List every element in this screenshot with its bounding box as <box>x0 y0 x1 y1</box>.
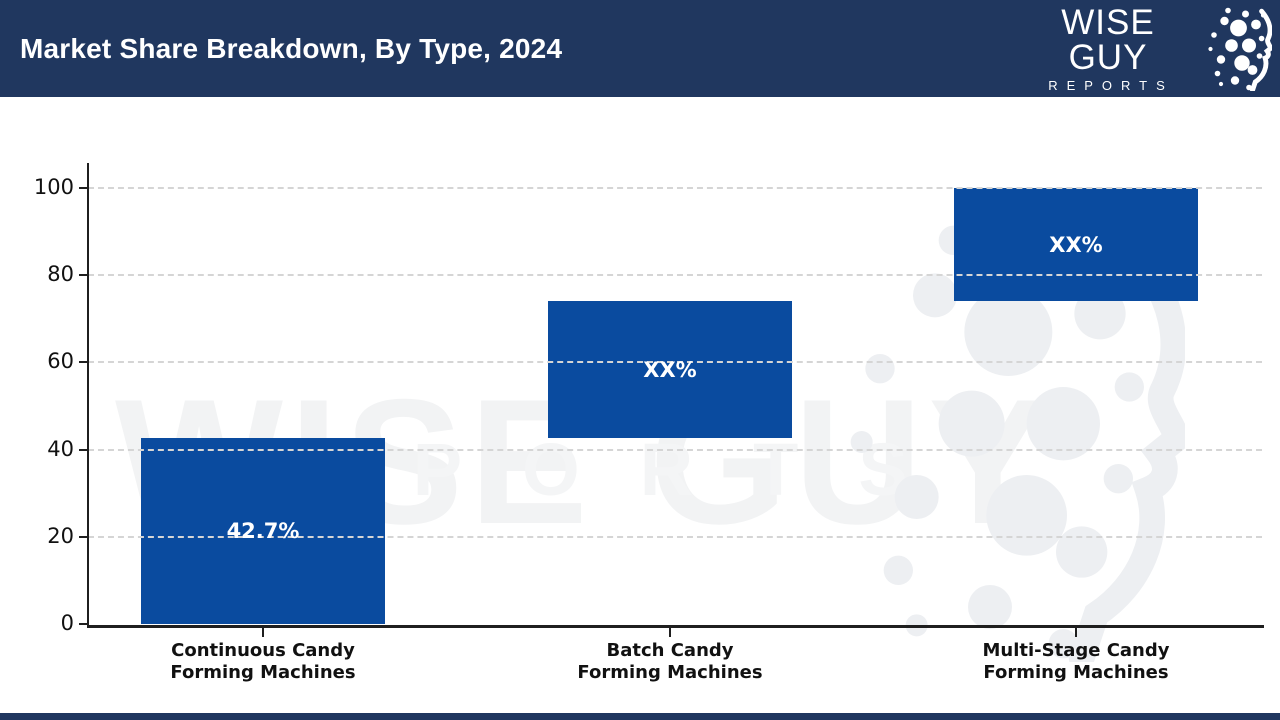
watermark-face-icon <box>850 225 1185 662</box>
gridline <box>88 361 1262 364</box>
y-tick-label: 80 <box>47 262 74 287</box>
x-category-label: Continuous Candy Forming Machines <box>170 640 356 683</box>
y-tick-mark <box>79 623 88 625</box>
y-tick-label: 20 <box>47 523 74 548</box>
gridline <box>88 535 1262 538</box>
bar-value-label: 42.7% <box>226 518 300 543</box>
brand-logo: WISE GUY REPORTS <box>1022 4 1272 94</box>
brand-logo-text: WISE GUY REPORTS <box>1022 5 1194 93</box>
y-tick-mark <box>79 448 88 451</box>
bar-value-label: XX% <box>1049 232 1103 257</box>
page-title: Market Share Breakdown, By Type, 2024 <box>20 32 563 64</box>
bar-segment <box>954 188 1198 302</box>
y-tick-label: 60 <box>47 349 74 374</box>
x-category-label: Batch Candy Forming Machines <box>577 640 763 683</box>
gridline <box>88 274 1262 277</box>
header-bar: Market Share Breakdown, By Type, 2024 WI… <box>0 0 1280 97</box>
gridline <box>88 448 1262 451</box>
x-tick-mark <box>262 628 264 637</box>
y-tick-label: 0 <box>60 611 74 635</box>
bar-segment <box>141 437 385 624</box>
y-tick-mark <box>79 535 88 538</box>
bar-value-label: XX% <box>643 357 697 382</box>
y-tick-label: 40 <box>47 436 74 461</box>
x-axis-line <box>87 625 1264 628</box>
y-tick-mark <box>79 187 88 189</box>
y-axis-line <box>87 163 89 627</box>
x-tick-mark <box>669 628 671 637</box>
x-tick-mark <box>1075 628 1077 637</box>
footer-bar <box>0 713 1280 720</box>
x-category-label: Multi-Stage Candy Forming Machines <box>982 640 1170 683</box>
bar-segment <box>548 301 792 438</box>
y-tick-mark <box>79 274 88 277</box>
brand-logo-line2: REPORTS <box>1048 78 1174 93</box>
gridline <box>88 187 1262 189</box>
brand-logo-line1: WISE GUY <box>1061 3 1155 77</box>
y-tick-mark <box>79 361 88 364</box>
brand-face-icon <box>1208 7 1272 91</box>
y-tick-label: 100 <box>33 175 74 199</box>
